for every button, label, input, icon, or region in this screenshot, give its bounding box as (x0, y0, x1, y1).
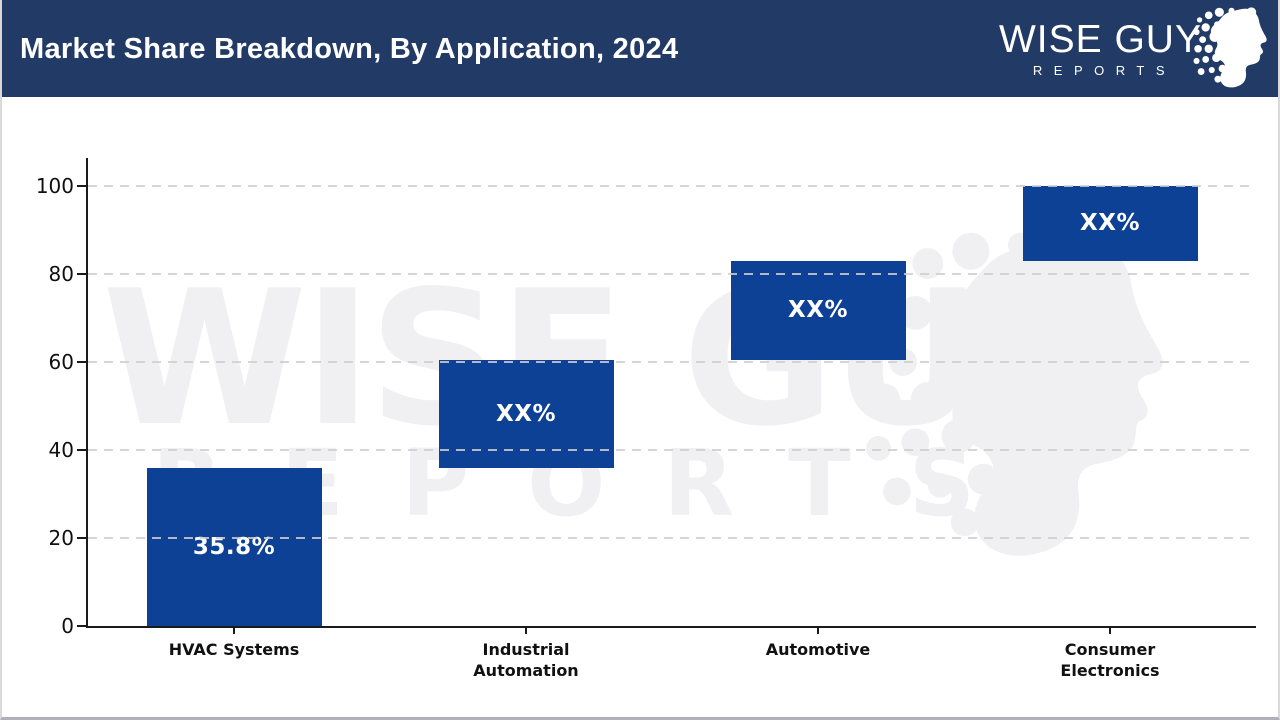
y-tick-label-60: 60 (48, 350, 74, 374)
brand-name: WISE GUY (998, 17, 1202, 61)
bar-value-label: XX% (495, 401, 556, 428)
x-category-label-automotive: Automotive (765, 640, 871, 659)
y-tick-label-20: 20 (48, 526, 74, 550)
y-tick-mark-0 (77, 625, 86, 627)
bar-hvac-systems: 35.8% (146, 468, 322, 626)
brand-subtitle: REPORTS (1032, 62, 1177, 78)
x-tick-mark-automotive (817, 628, 819, 634)
bar-value-label: XX% (787, 297, 848, 324)
gridline-100 (88, 185, 1256, 187)
x-category-label-hvac-systems: HVAC Systems (168, 640, 300, 659)
x-tick-mark-hvac-systems (233, 628, 235, 634)
y-tick-label-80: 80 (48, 262, 74, 286)
header-band: Market Share Breakdown, By Application, … (0, 0, 1280, 97)
brand-logo: WISE GUY REPORTS (999, 6, 1268, 90)
y-tick-mark-80 (77, 273, 86, 275)
x-axis-line (86, 626, 1256, 628)
y-tick-mark-40 (77, 449, 86, 451)
x-category-label-industrial-automation: Industrial Automation (473, 640, 579, 680)
y-tick-mark-100 (77, 185, 86, 187)
dotted-head-icon (1193, 7, 1267, 88)
y-tick-mark-60 (77, 361, 86, 363)
brand-logo-text: WISE GUY REPORTS (998, 17, 1202, 78)
gridline-40 (88, 449, 1256, 451)
bar-automotive: XX% (730, 260, 906, 360)
y-tick-label-0: 0 (61, 614, 74, 638)
x-category-label-consumer-electronics: Consumer Electronics (1060, 640, 1160, 680)
y-tick-label-40: 40 (48, 438, 74, 462)
y-tick-mark-20 (77, 537, 86, 539)
y-tick-label-100: 100 (35, 174, 74, 198)
bar-value-label: XX% (1079, 210, 1140, 237)
page-title: Market Share Breakdown, By Application, … (20, 33, 679, 65)
y-axis-line (86, 158, 88, 628)
bar-consumer-electronics: XX% (1022, 186, 1198, 261)
x-tick-mark-consumer-electronics (1109, 628, 1111, 634)
bar-industrial-automation: XX% (438, 359, 614, 469)
gridline-20 (88, 537, 1256, 539)
x-tick-mark-industrial-automation (525, 628, 527, 634)
gridline-60 (88, 361, 1256, 363)
gridline-80 (88, 273, 1256, 275)
